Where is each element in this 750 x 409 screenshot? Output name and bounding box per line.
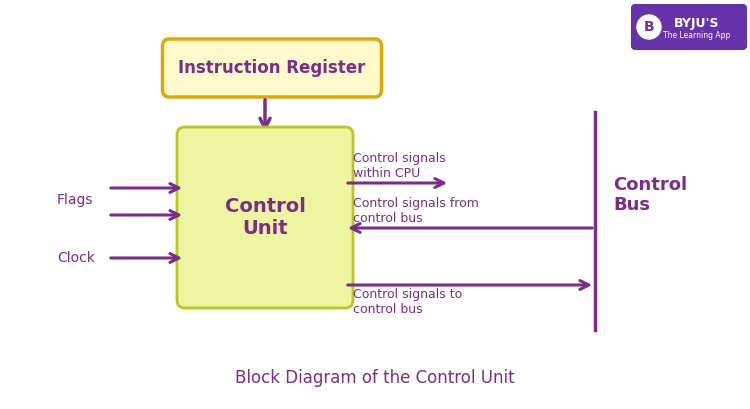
Text: Control signals to
control bus: Control signals to control bus [353,288,462,316]
FancyBboxPatch shape [177,127,353,308]
Text: Flags: Flags [57,193,94,207]
Text: The Learning App: The Learning App [663,31,730,40]
FancyBboxPatch shape [163,39,382,97]
Text: Block Diagram of the Control Unit: Block Diagram of the Control Unit [236,369,514,387]
FancyBboxPatch shape [632,5,746,49]
Text: Control
Unit: Control Unit [224,197,305,238]
Text: Control
Bus: Control Bus [613,175,687,214]
Text: Instruction Register: Instruction Register [178,59,366,77]
Circle shape [637,15,661,39]
Text: Clock: Clock [57,251,94,265]
Text: BYJU'S: BYJU'S [674,16,720,29]
Text: B: B [644,20,654,34]
Text: Control signals from
control bus: Control signals from control bus [353,197,478,225]
Text: Control signals
within CPU: Control signals within CPU [353,152,446,180]
